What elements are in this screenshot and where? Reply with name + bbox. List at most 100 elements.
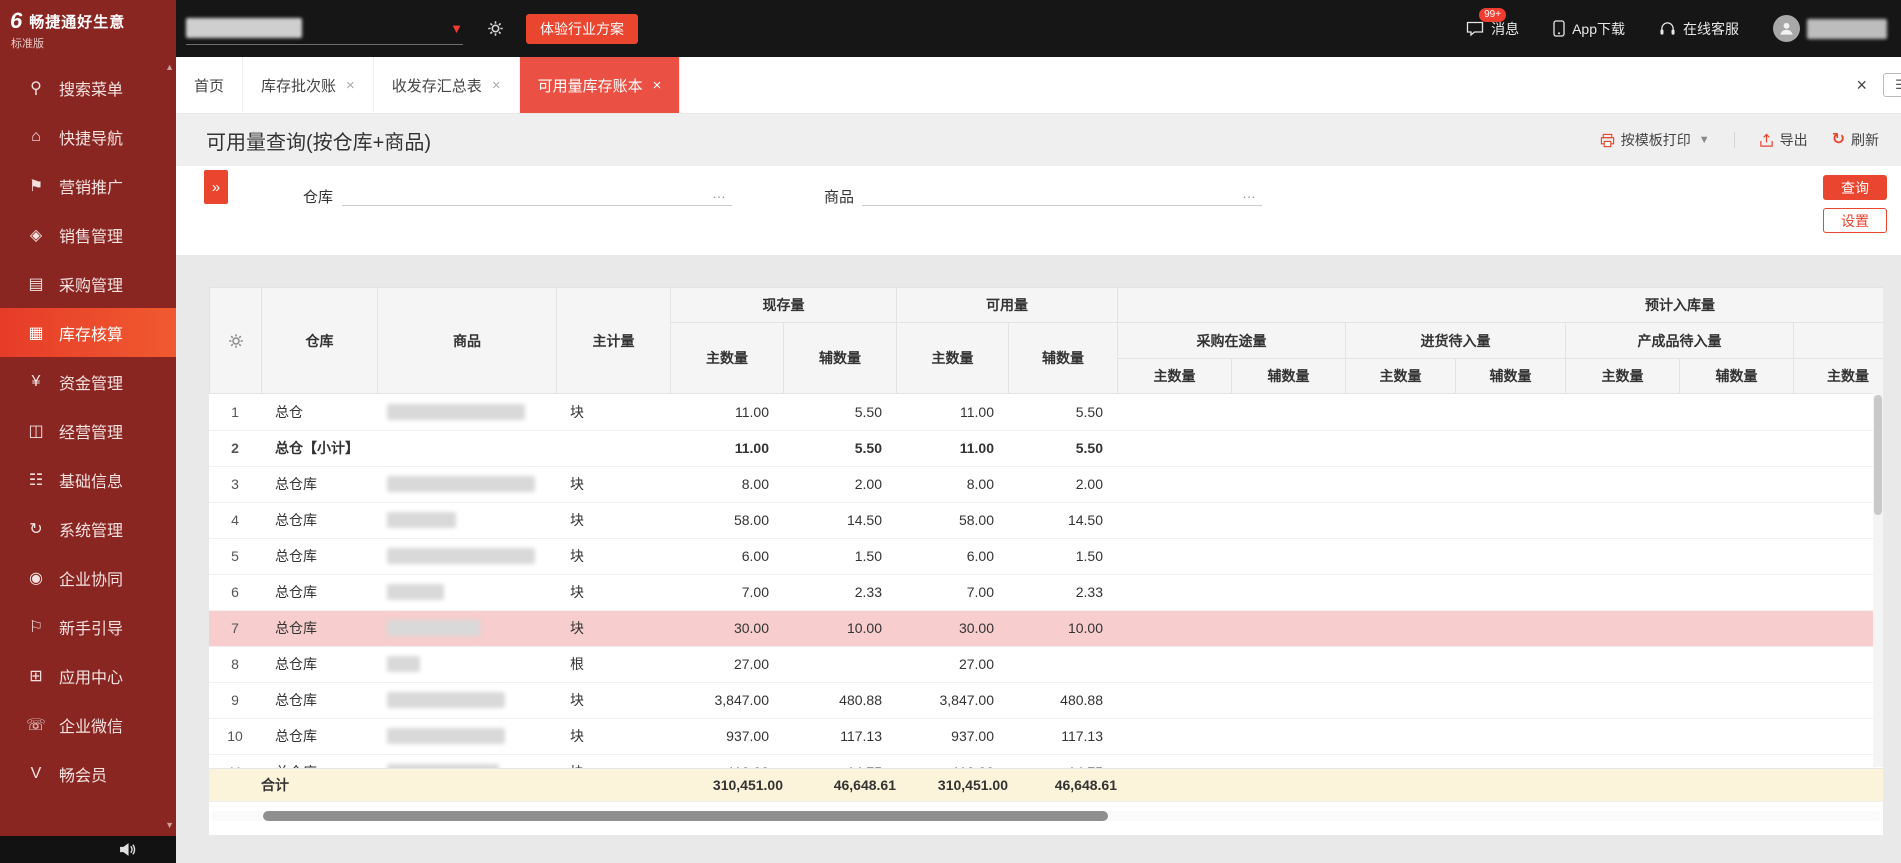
total-stock-main: 310,451.00 — [670, 768, 783, 802]
sidebar-item-home[interactable]: ⌂ 快捷导航 — [0, 112, 176, 161]
tab-首页[interactable]: 首页 — [176, 57, 244, 113]
tab-收发存汇总表[interactable]: 收发存汇总表 × — [374, 57, 520, 113]
qty-cell: 7.00 — [896, 574, 1008, 611]
table-row[interactable]: 3 总仓库块 8.00 2.00 8.00 2.00 — [209, 466, 1883, 503]
table-row[interactable]: 8 总仓库根 27.00 27.00 — [209, 646, 1883, 683]
sidebar-item-search[interactable]: ⚲ 搜索菜单 — [0, 63, 176, 112]
results-table: 仓库 商品 主计量 现存量 可用量 预计入库量 主数量 辅数量 主数量 辅数量 … — [209, 287, 1883, 835]
experience-solution-button[interactable]: 体验行业方案 — [526, 13, 638, 44]
table-row[interactable]: 9 总仓库块 3,847.00 480.88 3,847.00 480.88 — [209, 682, 1883, 719]
redacted-product — [387, 403, 525, 420]
warehouse-cell: 总仓库 — [261, 718, 377, 755]
redacted-company-name — [186, 18, 302, 38]
qty-cell — [1455, 682, 1565, 719]
horizontal-scrollbar[interactable] — [211, 811, 1881, 821]
horizontal-scrollbar-thumb[interactable] — [263, 811, 1108, 821]
online-service-button[interactable]: 在线客服 — [1659, 19, 1739, 39]
sidebar-item-inventory[interactable]: ▦ 库存核算 — [0, 308, 176, 357]
redacted-product — [387, 764, 499, 768]
table-row[interactable]: 2 总仓【小计】 11.00 5.50 11.00 5.50 — [209, 430, 1883, 467]
sidebar-item-system[interactable]: ↻ 系统管理 — [0, 504, 176, 553]
vertical-scrollbar[interactable] — [1873, 393, 1883, 767]
settings-button[interactable]: 设置 — [1823, 208, 1887, 233]
table-row[interactable]: 7 总仓库块 30.00 10.00 30.00 10.00 — [209, 610, 1883, 647]
expand-filters-button[interactable]: » — [204, 170, 228, 204]
vertical-scrollbar-thumb[interactable] — [1874, 395, 1882, 515]
warehouse-cell: 总仓库 — [261, 646, 377, 683]
qty-cell: 11.00 — [670, 394, 783, 431]
sidebar-item-member[interactable]: V 畅会员 — [0, 749, 176, 798]
qty-cell: 2.33 — [783, 574, 896, 611]
query-button[interactable]: 查询 — [1823, 175, 1887, 200]
messages-label: 消息 — [1491, 20, 1520, 37]
available-qty-group-header: 可用量 — [896, 287, 1118, 323]
table-row[interactable]: 6 总仓库块 7.00 2.33 7.00 2.33 — [209, 574, 1883, 611]
qty-cell — [1231, 466, 1345, 503]
messages-button[interactable]: 消息 99+ — [1466, 7, 1520, 39]
qty-cell: 27.00 — [896, 646, 1008, 683]
redacted-product — [387, 656, 420, 672]
gear-icon[interactable] — [487, 20, 504, 37]
qty-cell: 58.00 — [896, 502, 1008, 539]
close-icon[interactable]: × — [652, 76, 662, 94]
product-picker-icon[interactable]: … — [1242, 185, 1258, 201]
table-row[interactable]: 5 总仓库块 6.00 1.50 6.00 1.50 — [209, 538, 1883, 575]
export-button[interactable]: 导出 — [1759, 130, 1808, 150]
total-empty-cells — [1117, 768, 1883, 802]
table-row[interactable]: 10 总仓库块 937.00 117.13 937.00 117.13 — [209, 718, 1883, 755]
row-number-cell: 5 — [209, 538, 261, 575]
qty-cell: 3,847.00 — [670, 682, 783, 719]
sidebar-scroll-up-icon[interactable]: ▲ — [165, 62, 174, 72]
qty-cell — [1117, 682, 1231, 719]
sidebar-item-app-center[interactable]: ⊞ 应用中心 — [0, 651, 176, 700]
company-selector[interactable]: ▼ — [186, 13, 463, 45]
sidebar-item-operations[interactable]: ◫ 经营管理 — [0, 406, 176, 455]
sidebar-item-collaboration[interactable]: ◉ 企业协同 — [0, 553, 176, 602]
sidebar-item-wechat[interactable]: ☏ 企业微信 — [0, 700, 176, 749]
product-input[interactable]: … — [862, 178, 1262, 206]
print-by-template-button[interactable]: 按模板打印 ▼ — [1600, 130, 1710, 150]
product-cell — [377, 754, 556, 768]
qty-cell — [1231, 754, 1345, 768]
app-download-button[interactable]: App下载 — [1553, 19, 1625, 39]
column-settings-header[interactable] — [209, 287, 262, 394]
qty-cell — [1345, 538, 1455, 575]
edition-label: 标准版 — [11, 38, 44, 50]
close-tabs-icon[interactable]: × — [1856, 74, 1867, 95]
unit-cell: 块 — [556, 574, 670, 611]
qty-cell — [1455, 574, 1565, 611]
tab-label: 收发存汇总表 — [391, 77, 482, 95]
sidebar-item-sales[interactable]: ◈ 销售管理 — [0, 210, 176, 259]
tab-可用量库存账本[interactable]: 可用量库存账本 × — [519, 57, 681, 113]
warehouse-cell: 总仓库 — [261, 682, 377, 719]
close-icon[interactable]: × — [491, 76, 501, 94]
sidebar-item-basic-info[interactable]: ☷ 基础信息 — [0, 455, 176, 504]
topbar-right: 消息 99+ App下载 在线客服 — [1466, 7, 1887, 42]
sidebar-scroll-down-icon[interactable]: ▼ — [165, 820, 174, 830]
tab-库存批次账[interactable]: 库存批次账 × — [243, 57, 374, 113]
aux-qty-column-header: 辅数量 — [1231, 358, 1346, 394]
product-cell — [377, 646, 556, 683]
qty-cell — [1793, 646, 1883, 683]
speaker-icon[interactable] — [119, 842, 136, 857]
sidebar-item-megaphone[interactable]: ⚑ 营销推广 — [0, 161, 176, 210]
sidebar-item-funds[interactable]: ¥ 资金管理 — [0, 357, 176, 406]
printer-icon — [1600, 133, 1615, 148]
qty-cell — [1117, 718, 1231, 755]
warehouse-input[interactable]: … — [342, 178, 732, 206]
sidebar-item-guide[interactable]: ⚐ 新手引导 — [0, 602, 176, 651]
tab-list-icon[interactable]: ☰ — [1883, 73, 1901, 97]
user-account[interactable] — [1773, 15, 1887, 42]
table-row[interactable]: 1 总仓块 11.00 5.50 11.00 5.50 — [209, 394, 1883, 431]
sidebar-item-purchase[interactable]: ▤ 采购管理 — [0, 259, 176, 308]
sidebar: 6 畅捷通好生意 标准版 ⚲ 搜索菜单 ⌂ 快捷导航 ⚑ 营销推广 ◈ 销售管理 ▤ 采购管理 ▦ 库… — [0, 0, 176, 863]
close-icon[interactable]: × — [346, 76, 355, 94]
redacted-product — [387, 584, 444, 600]
refresh-button[interactable]: ↻ 刷新 — [1832, 130, 1879, 150]
qty-cell — [1793, 430, 1883, 467]
table-row[interactable]: 4 总仓库块 58.00 14.50 58.00 14.50 — [209, 502, 1883, 539]
product-filter-label: 商品 — [824, 189, 855, 206]
warehouse-picker-icon[interactable]: … — [712, 185, 728, 201]
qty-cell — [1345, 466, 1455, 503]
